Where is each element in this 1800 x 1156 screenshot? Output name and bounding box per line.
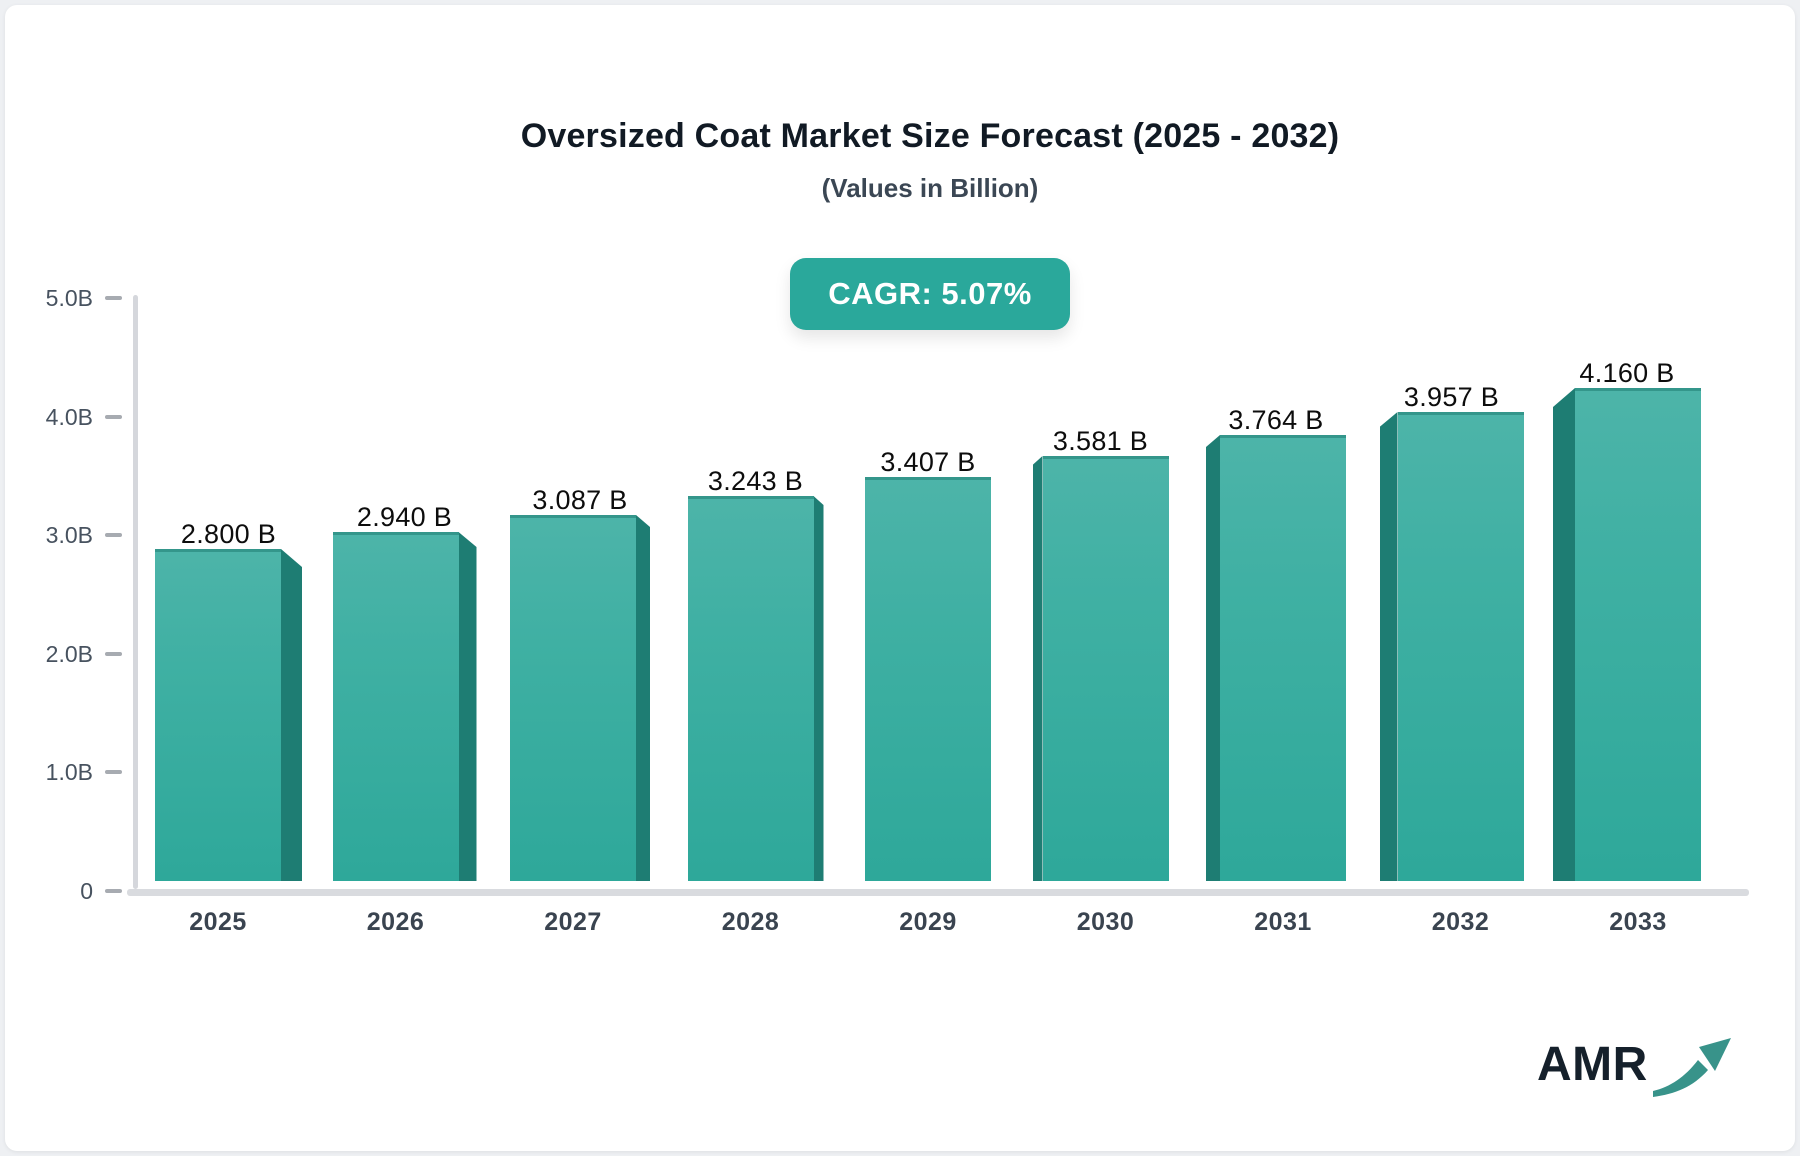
y-tick-mark [105,889,122,893]
bar-side-face [636,515,650,881]
x-tick-label: 2028 [721,908,780,936]
bar-value-label: 3.581 B [1052,426,1149,456]
y-tick-label: 3.0B [45,522,93,549]
bar-2026[interactable] [332,532,477,881]
bar-value-label: 2.940 B [356,502,453,532]
x-tick-label: 2032 [1431,908,1490,936]
chart-title: Oversized Coat Market Size Forecast (202… [520,117,1340,155]
bar-front-face [155,549,281,881]
bar-side-face [458,532,477,881]
bar-side-face [813,496,824,881]
bar-value-label: 3.957 B [1403,382,1500,412]
bar-2033[interactable] [1553,388,1701,881]
bar-side-face [281,549,302,881]
bar-value-label: 3.087 B [532,485,628,515]
y-tick-mark [105,296,122,300]
bar-front-face [332,532,459,881]
bar-value-label: 3.407 B [880,447,976,477]
bar-2031[interactable] [1206,435,1346,881]
bar-side-face [1206,435,1220,881]
amr-logo-text: AMR [1537,1038,1648,1091]
bar-2030[interactable] [1032,456,1169,881]
y-axis-line [133,295,138,889]
y-tick-label: 0 [80,878,93,904]
bar-2027[interactable] [510,515,650,881]
y-tick-label: 4.0B [45,403,93,430]
x-tick-label: 2029 [899,908,957,936]
y-tick-mark [105,651,122,656]
amr-logo: AMR [1537,1035,1731,1107]
x-tick-label: 2031 [1254,908,1312,936]
x-axis-baseline [127,889,1749,896]
y-tick-label: 1.0B [45,759,93,786]
bar-front-face [687,496,814,881]
bar-front-face [510,515,636,881]
x-tick-label: 2027 [544,908,602,936]
bar-2025[interactable] [155,549,302,881]
growth-arrow-icon [1653,1038,1731,1097]
chart-header: Oversized Coat Market Size Forecast (202… [65,5,1795,235]
x-tick-label: 2030 [1076,908,1135,936]
chart-card: Oversized Coat Market Size Forecast (202… [5,5,1795,1151]
bar-side-face [1553,388,1575,881]
x-tick-label: 2033 [1609,908,1667,936]
chart-subtitle: (Values in Billion) [821,173,1039,203]
x-tick-label: 2026 [366,908,425,936]
bar-front-face [1397,412,1524,881]
cagr-badge: CAGR: 5.07% [790,258,1070,330]
y-tick-mark [105,770,122,775]
y-tick-mark [105,533,122,538]
bar-value-label: 3.764 B [1228,405,1324,435]
bar-value-label: 3.243 B [707,466,804,496]
bar-2028[interactable] [687,496,824,881]
bar-2032[interactable] [1379,412,1524,881]
y-tick-label: 2.0B [45,640,93,667]
bar-front-face [865,477,991,881]
bar-value-label: 4.160 B [1579,358,1675,388]
cagr-badge-row: CAGR: 5.07% [65,258,1795,330]
bar-2029[interactable] [865,477,991,881]
bar-side-face [1379,412,1398,881]
bar-front-face [1220,435,1346,881]
y-tick-label: 5.0B [45,285,93,311]
bar-value-label: 2.800 B [180,519,277,549]
bar-front-face [1575,388,1701,881]
x-tick-label: 2025 [189,908,247,936]
y-tick-mark [105,414,122,419]
bar-front-face [1042,456,1169,881]
bar-side-face [1032,456,1043,881]
